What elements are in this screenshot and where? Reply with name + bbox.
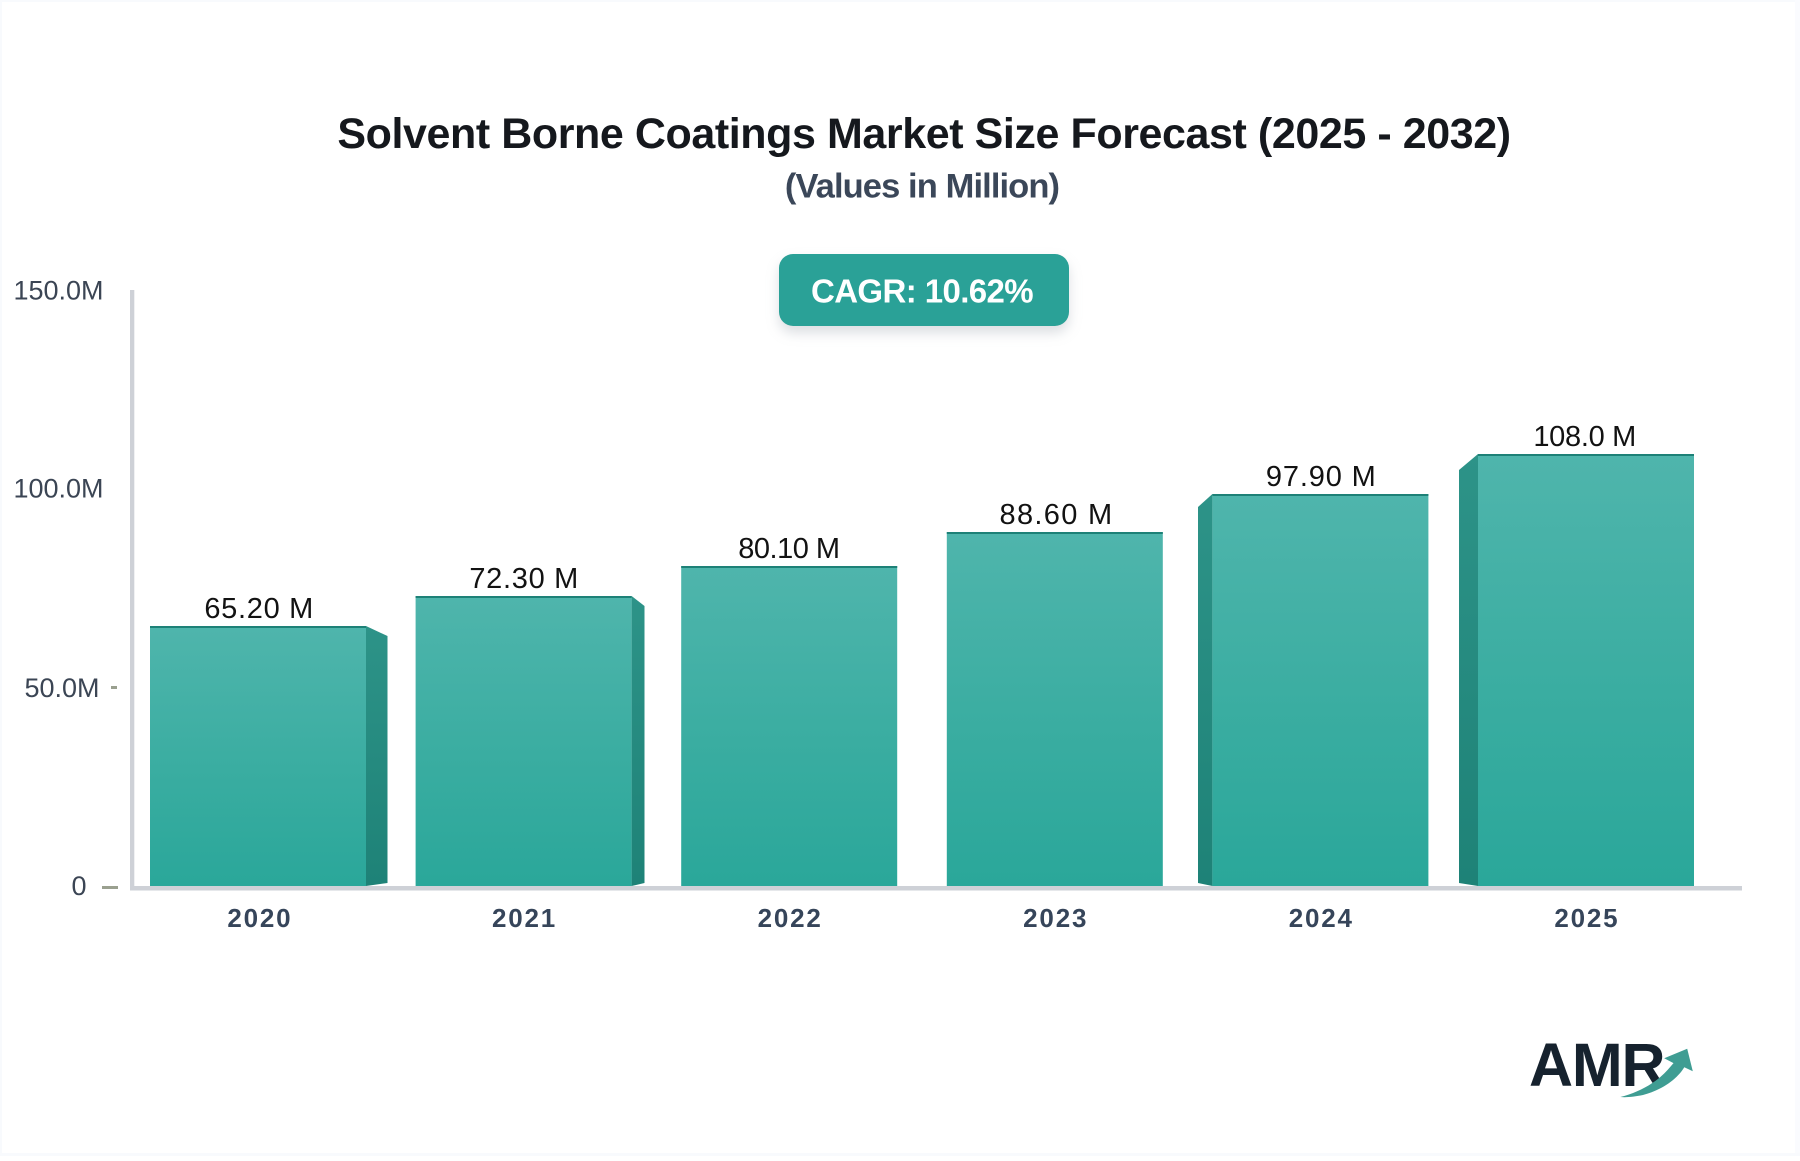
svg-text:72.30 M: 72.30 M [469, 563, 579, 595]
svg-text:150.0M: 150.0M [13, 276, 103, 306]
svg-text:2021: 2021 [492, 903, 557, 933]
svg-text:88.60 M: 88.60 M [1000, 499, 1114, 531]
svg-text:AMR: AMR [1529, 1031, 1664, 1099]
svg-text:65.20 M: 65.20 M [204, 593, 314, 625]
svg-text:2025: 2025 [1554, 903, 1619, 933]
svg-text:97.90 M: 97.90 M [1266, 461, 1377, 493]
svg-text:2022: 2022 [758, 903, 823, 933]
svg-text:(Values in Million): (Values in Million) [785, 168, 1059, 206]
svg-text:100.0M: 100.0M [13, 474, 103, 504]
svg-text:2024: 2024 [1289, 903, 1354, 933]
svg-text:108.0 M: 108.0 M [1533, 421, 1636, 453]
svg-text:0: 0 [71, 871, 86, 901]
svg-text:2020: 2020 [227, 903, 292, 933]
svg-text:80.10 M: 80.10 M [738, 533, 839, 565]
svg-text:50.0M: 50.0M [24, 673, 99, 703]
svg-text:2023: 2023 [1023, 903, 1088, 933]
svg-text:CAGR: 10.62%: CAGR: 10.62% [811, 273, 1033, 310]
svg-text:Solvent Borne Coatings Market: Solvent Borne Coatings Market Size Forec… [337, 110, 1510, 158]
